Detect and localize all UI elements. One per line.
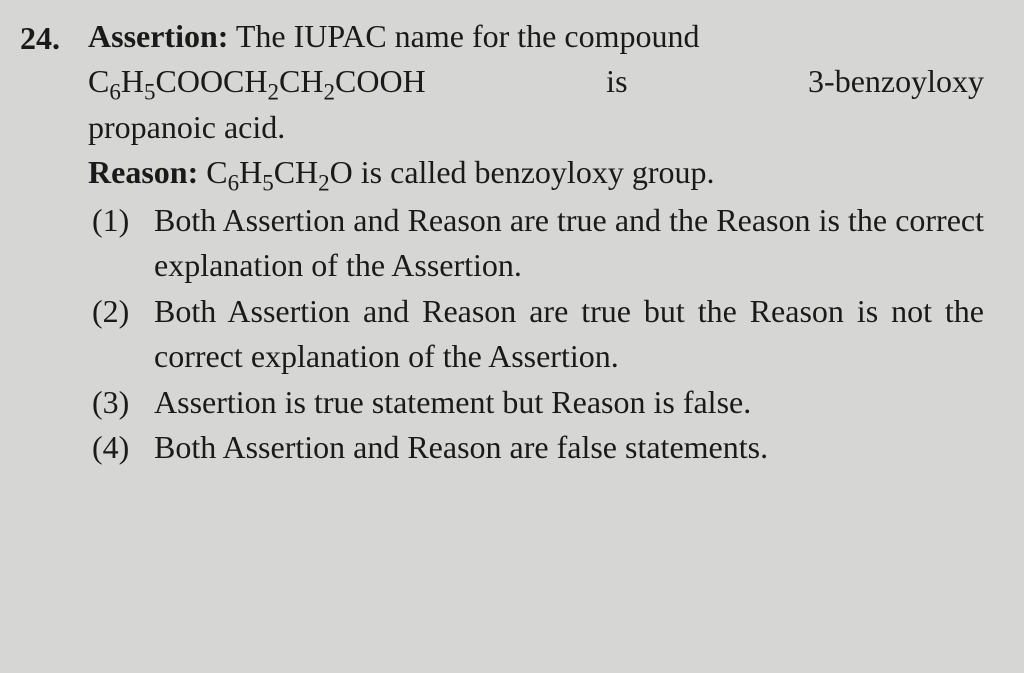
reason-block: Reason: C6H5CH2O is called benzoyloxy gr… <box>88 150 984 195</box>
option-number: (3) <box>92 380 154 425</box>
option-1: (1) Both Assertion and Reason are true a… <box>92 198 984 289</box>
option-number: (4) <box>92 425 154 470</box>
assertion-pre: The IUPAC name for the compound <box>236 18 700 54</box>
options-list: (1) Both Assertion and Reason are true a… <box>88 198 984 471</box>
option-number: (2) <box>92 289 154 334</box>
option-3: (3) Assertion is true statement but Reas… <box>92 380 984 425</box>
assertion-block: Assertion: The IUPAC name for the compou… <box>88 14 984 150</box>
assertion-tail: propanoic acid. <box>88 109 285 145</box>
assertion-name: 3-benzoyloxy <box>808 59 984 104</box>
option-text: Both Assertion and Reason are true and t… <box>154 198 984 289</box>
question-body: Assertion: The IUPAC name for the compou… <box>88 14 984 470</box>
assertion-is: is <box>606 59 627 104</box>
option-text: Assertion is true statement but Reason i… <box>154 380 984 425</box>
question-number: 24. <box>20 14 88 61</box>
option-number: (1) <box>92 198 154 243</box>
assertion-formula: C6H5COOCH2CH2COOH <box>88 59 426 104</box>
reason-formula: C6H5CH2O <box>206 154 353 190</box>
option-text: Both Assertion and Reason are true but t… <box>154 289 984 380</box>
option-2: (2) Both Assertion and Reason are true b… <box>92 289 984 380</box>
question-row: 24. Assertion: The IUPAC name for the co… <box>20 14 984 470</box>
option-4: (4) Both Assertion and Reason are false … <box>92 425 984 470</box>
option-text: Both Assertion and Reason are false stat… <box>154 425 984 470</box>
reason-label: Reason: <box>88 154 198 190</box>
reason-tail: is called benzoyloxy group. <box>353 154 715 190</box>
question-page: 24. Assertion: The IUPAC name for the co… <box>0 0 1024 490</box>
assertion-label: Assertion: <box>88 18 228 54</box>
